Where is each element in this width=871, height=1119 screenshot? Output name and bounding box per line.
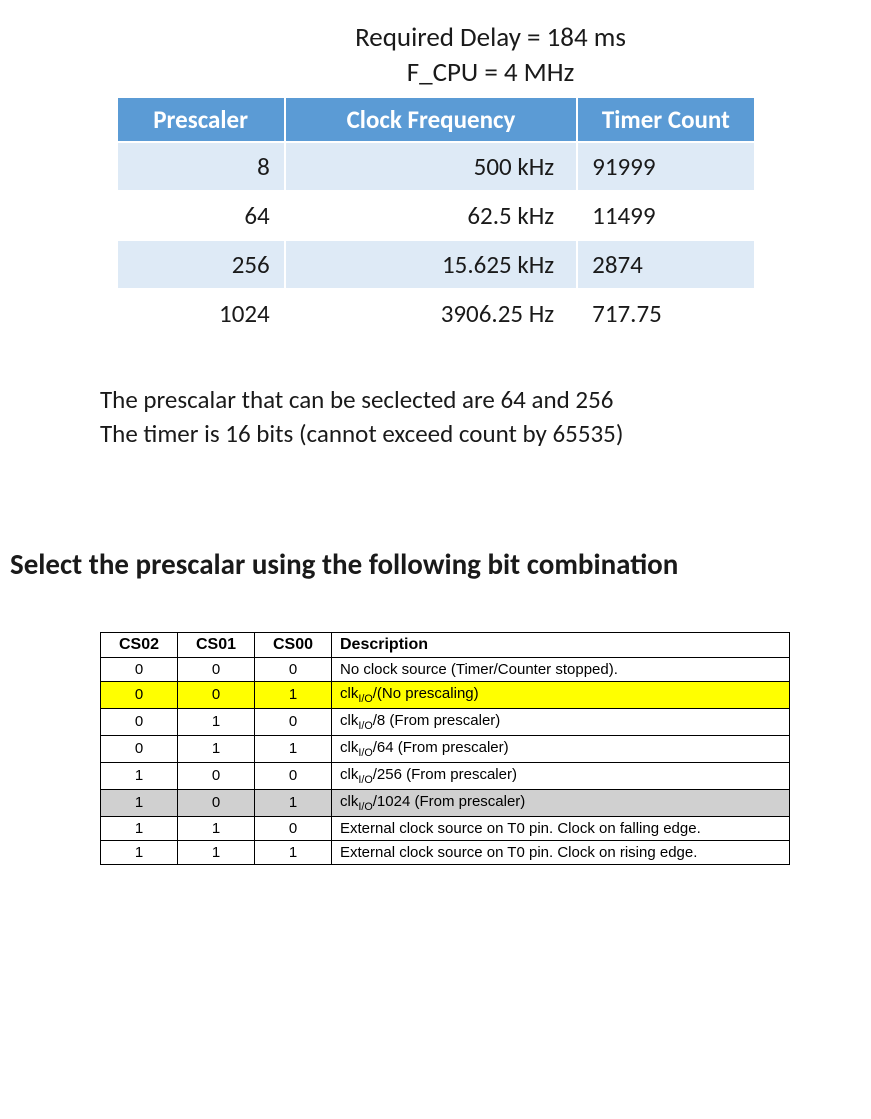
bit-table-header: CS02 CS01 CS00 Description: [101, 632, 790, 657]
explanation-block: The prescalar that can be seclected are …: [100, 383, 861, 451]
cell-cs01: 1: [178, 735, 255, 762]
col-description-header: Description: [332, 632, 790, 657]
cell-cs00: 1: [255, 840, 332, 864]
col-cs00-header: CS00: [255, 632, 332, 657]
cell-description: clkI/O/64 (From prescaler): [332, 735, 790, 762]
cell-cs02: 1: [101, 789, 178, 816]
cell-frequency: 500 kHz: [285, 142, 577, 191]
table-row: 010clkI/O/8 (From prescaler): [101, 708, 790, 735]
cell-cs00: 1: [255, 735, 332, 762]
required-delay-text: Required Delay = 184 ms: [120, 20, 861, 55]
cell-description: clkI/O/(No prescaling): [332, 681, 790, 708]
col-timer-count-header: Timer Count: [577, 97, 754, 142]
cell-cs00: 1: [255, 789, 332, 816]
table-row: 000No clock source (Timer/Counter stoppe…: [101, 657, 790, 681]
cell-timer-count: 91999: [577, 142, 754, 191]
col-cs01-header: CS01: [178, 632, 255, 657]
cell-description: clkI/O/1024 (From prescaler): [332, 789, 790, 816]
col-prescaler-header: Prescaler: [117, 97, 285, 142]
col-frequency-header: Clock Frequency: [285, 97, 577, 142]
cell-description: clkI/O/256 (From prescaler): [332, 762, 790, 789]
cell-cs02: 0: [101, 681, 178, 708]
cell-cs01: 0: [178, 681, 255, 708]
cell-timer-count: 11499: [577, 191, 754, 240]
cell-cs00: 1: [255, 681, 332, 708]
bit-table-body: 000No clock source (Timer/Counter stoppe…: [101, 657, 790, 864]
table-row: 110External clock source on T0 pin. Cloc…: [101, 816, 790, 840]
cell-cs01: 0: [178, 762, 255, 789]
cell-prescaler: 8: [117, 142, 285, 191]
cell-cs02: 1: [101, 762, 178, 789]
cell-cs00: 0: [255, 708, 332, 735]
cell-cs02: 0: [101, 735, 178, 762]
table-row: 101clkI/O/1024 (From prescaler): [101, 789, 790, 816]
cell-prescaler: 256: [117, 240, 285, 289]
cell-cs00: 0: [255, 816, 332, 840]
cell-cs00: 0: [255, 762, 332, 789]
table-row: 10243906.25 Hz717.75: [117, 289, 755, 338]
cell-description: No clock source (Timer/Counter stopped).: [332, 657, 790, 681]
table-row: 100clkI/O/256 (From prescaler): [101, 762, 790, 789]
table-row: 8500 kHz91999: [117, 142, 755, 191]
table-row: 6462.5 kHz11499: [117, 191, 755, 240]
cell-cs01: 0: [178, 789, 255, 816]
cell-cs01: 1: [178, 816, 255, 840]
cell-frequency: 62.5 kHz: [285, 191, 577, 240]
cell-prescaler: 64: [117, 191, 285, 240]
explain-line-2: The timer is 16 bits (cannot exceed coun…: [100, 417, 861, 451]
col-cs02-header: CS02: [101, 632, 178, 657]
cell-timer-count: 2874: [577, 240, 754, 289]
prescaler-table-body: 8500 kHz919996462.5 kHz1149925615.625 kH…: [117, 142, 755, 338]
fcpu-text: F_CPU = 4 MHz: [120, 55, 861, 90]
cell-cs02: 0: [101, 657, 178, 681]
cell-cs02: 1: [101, 840, 178, 864]
cell-timer-count: 717.75: [577, 289, 754, 338]
cell-cs01: 0: [178, 657, 255, 681]
prescaler-table: Prescaler Clock Frequency Timer Count 85…: [116, 96, 756, 339]
table-row: 25615.625 kHz2874: [117, 240, 755, 289]
cell-cs01: 1: [178, 708, 255, 735]
table-row: 111External clock source on T0 pin. Cloc…: [101, 840, 790, 864]
cell-cs02: 1: [101, 816, 178, 840]
cell-frequency: 15.625 kHz: [285, 240, 577, 289]
cell-cs02: 0: [101, 708, 178, 735]
cell-cs00: 0: [255, 657, 332, 681]
section-title: Select the prescalar using the following…: [10, 546, 861, 582]
cell-description: clkI/O/8 (From prescaler): [332, 708, 790, 735]
cell-prescaler: 1024: [117, 289, 285, 338]
cell-description: External clock source on T0 pin. Clock o…: [332, 816, 790, 840]
prescaler-table-header: Prescaler Clock Frequency Timer Count: [117, 97, 755, 142]
table-row: 011clkI/O/64 (From prescaler): [101, 735, 790, 762]
explain-line-1: The prescalar that can be seclected are …: [100, 383, 861, 417]
table-row: 001clkI/O/(No prescaling): [101, 681, 790, 708]
header-block: Required Delay = 184 ms F_CPU = 4 MHz: [10, 20, 861, 90]
cell-cs01: 1: [178, 840, 255, 864]
bit-combination-table: CS02 CS01 CS00 Description 000No clock s…: [100, 632, 790, 865]
cell-frequency: 3906.25 Hz: [285, 289, 577, 338]
cell-description: External clock source on T0 pin. Clock o…: [332, 840, 790, 864]
